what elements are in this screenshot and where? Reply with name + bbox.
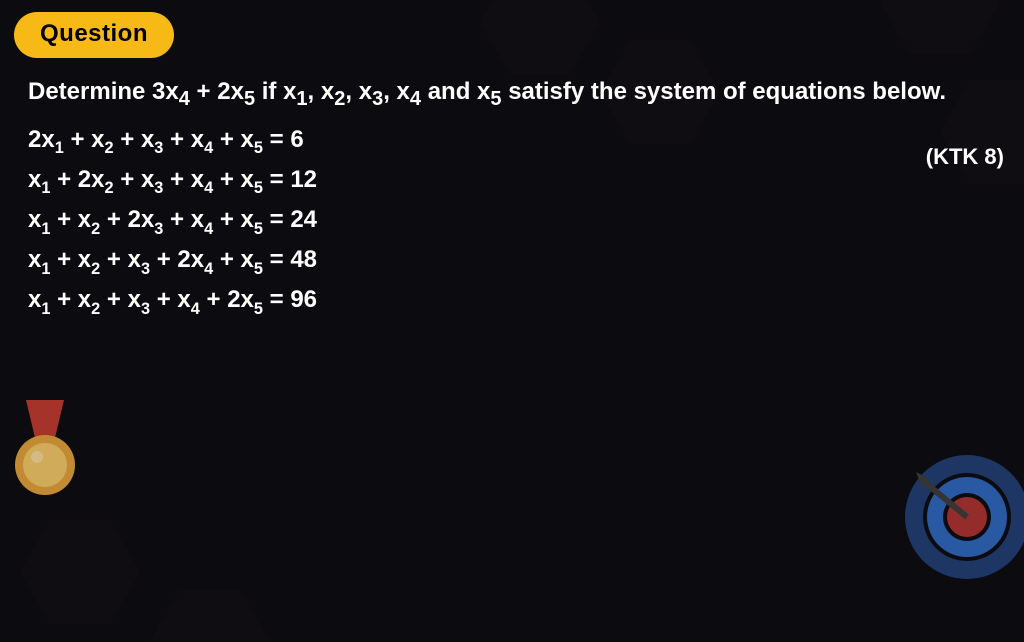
- question-badge: Question: [14, 12, 174, 58]
- question-card: Question Determine 3x4 + 2x5 if x1, x2, …: [0, 0, 1024, 321]
- math-term: x4: [191, 126, 213, 153]
- math-term: x1: [283, 78, 307, 105]
- math-term: x3: [128, 246, 150, 273]
- math-term: 3x4: [152, 78, 190, 105]
- math-term: x2: [78, 286, 100, 313]
- math-term: x5: [241, 166, 263, 193]
- math-term: x1: [28, 166, 50, 193]
- question-prompt: Determine 3x4 + 2x5 if x1, x2, x3, x4 an…: [28, 76, 948, 113]
- math-term: x4: [177, 286, 199, 313]
- math-term: x3: [141, 166, 163, 193]
- math-term: x4: [397, 78, 421, 105]
- math-term: x1: [28, 206, 50, 233]
- math-term: 2x5: [217, 78, 255, 105]
- equation-row: x1 + x2 + 2x3 + x4 + x5 = 24: [28, 201, 1010, 241]
- math-term: x2: [91, 126, 113, 153]
- equation-row: 2x1 + x2 + x3 + x4 + x5 = 6: [28, 121, 1010, 161]
- math-term: 2x4: [177, 246, 213, 273]
- math-term: x1: [28, 246, 50, 273]
- target-icon: [882, 442, 1024, 592]
- equation-row: x1 + 2x2 + x3 + x4 + x5 = 12: [28, 161, 1010, 201]
- equation-row: x1 + x2 + x3 + 2x4 + x5 = 48: [28, 241, 1010, 281]
- math-term: x5: [241, 206, 263, 233]
- math-term: x4: [191, 166, 213, 193]
- equation-row: x1 + x2 + x3 + x4 + 2x5 = 96: [28, 281, 1010, 321]
- medal-icon: [6, 400, 84, 500]
- background-hexagon: [20, 520, 140, 624]
- math-term: x2: [321, 78, 345, 105]
- math-term: x3: [141, 126, 163, 153]
- math-term: x5: [241, 126, 263, 153]
- math-term: 2x2: [78, 166, 114, 193]
- math-term: 2x3: [128, 206, 164, 233]
- math-term: x3: [359, 78, 383, 105]
- math-term: x5: [477, 78, 501, 105]
- math-term: x5: [241, 246, 263, 273]
- math-term: x4: [191, 206, 213, 233]
- math-term: 2x1: [28, 126, 64, 153]
- math-term: x1: [28, 286, 50, 313]
- reference-tag: (KTK 8): [926, 144, 1004, 170]
- math-term: 2x5: [227, 286, 263, 313]
- math-term: x3: [128, 286, 150, 313]
- math-term: x2: [78, 246, 100, 273]
- background-hexagon: [150, 590, 270, 642]
- math-term: x2: [78, 206, 100, 233]
- equation-system: 2x1 + x2 + x3 + x4 + x5 = 6x1 + 2x2 + x3…: [28, 121, 1010, 321]
